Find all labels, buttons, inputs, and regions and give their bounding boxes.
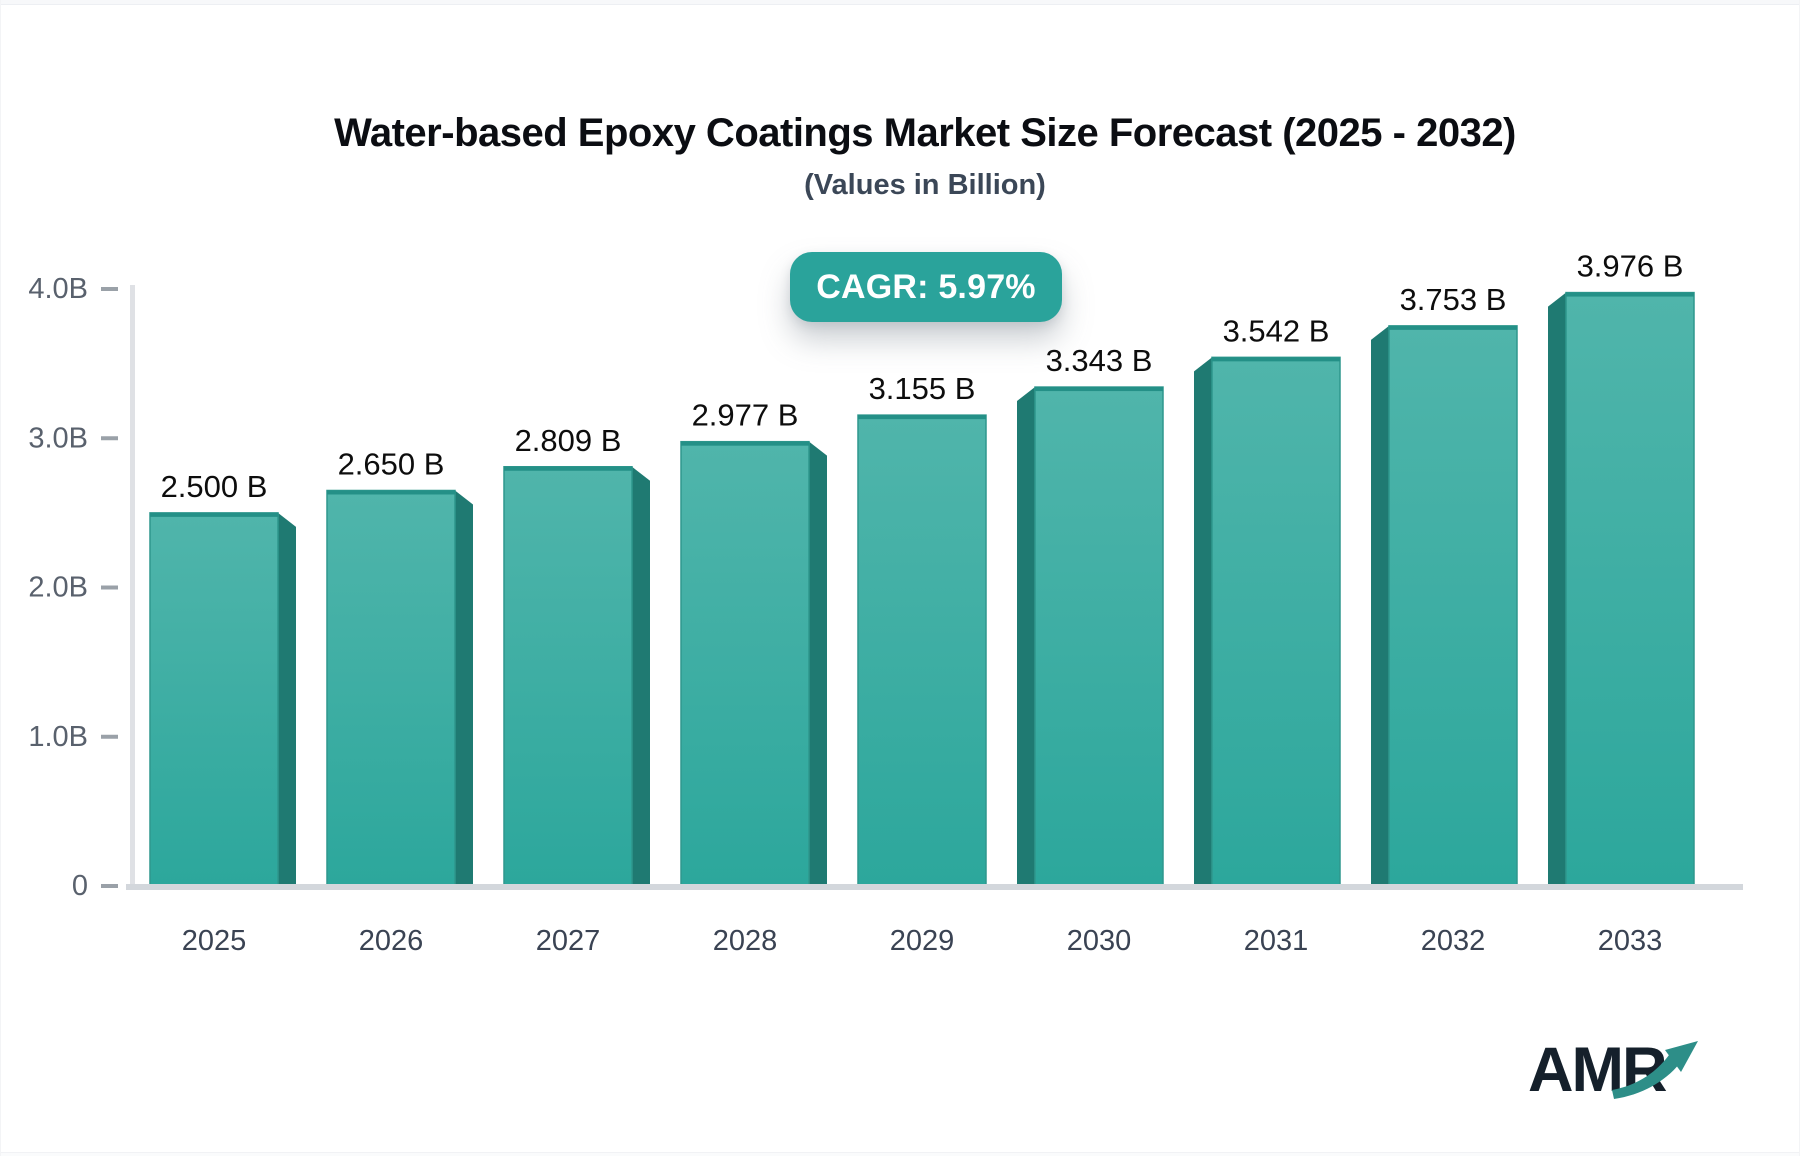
x-axis-baseline xyxy=(126,884,1743,890)
amr-logo-text: AMR xyxy=(1528,1035,1667,1105)
bar-group-2026: 2.650 B 2026 xyxy=(326,446,473,957)
bar-value-label: 3.753 B xyxy=(1400,282,1507,317)
bar-value-label: 2.977 B xyxy=(692,398,799,433)
bar-group-2029: 3.155 B 2029 xyxy=(857,371,987,957)
bar-side-3d xyxy=(632,466,650,886)
y-axis-tick-label: 1.0B xyxy=(28,721,88,753)
y-axis-tick-label: 2.0B xyxy=(28,572,88,604)
amr-logo: AMR xyxy=(1528,1035,1698,1105)
bar-top-edge xyxy=(1035,387,1163,392)
bar-group-2028: 2.977 B 2028 xyxy=(680,398,827,957)
bar-value-label: 3.343 B xyxy=(1046,343,1153,378)
y-axis-tick-label: 0 xyxy=(72,870,88,902)
chart-header: Water-based Epoxy Coatings Market Size F… xyxy=(110,110,1740,202)
bar-top-edge xyxy=(681,441,809,446)
y-axis-tick-label: 4.0B xyxy=(28,273,88,305)
bar-face xyxy=(857,414,987,887)
y-axis-tick xyxy=(101,436,118,441)
chart-title: Water-based Epoxy Coatings Market Size F… xyxy=(334,111,1516,155)
bar-side-3d xyxy=(809,441,827,886)
bar-face xyxy=(1034,386,1164,887)
bar-side-3d xyxy=(1371,325,1389,886)
bar-group-2027: 2.809 B 2027 xyxy=(503,423,650,957)
y-axis-tick xyxy=(101,734,118,739)
bar-face xyxy=(326,489,456,887)
bar-group-2031: 3.542 B 2031 xyxy=(1194,313,1341,957)
bar-group-2030: 3.343 B 2030 xyxy=(1017,343,1164,957)
y-axis-tick-label: 3.0B xyxy=(28,422,88,454)
bar-value-label: 3.155 B xyxy=(869,371,976,406)
x-axis-tick-label: 2025 xyxy=(182,925,247,957)
growth-arrow-head-icon xyxy=(1665,1041,1698,1072)
bar-value-label: 2.650 B xyxy=(338,446,445,481)
bar-top-edge xyxy=(150,512,278,517)
x-axis-tick-label: 2030 xyxy=(1067,925,1132,957)
bar-face xyxy=(1565,291,1695,887)
bar-side-3d xyxy=(1194,357,1212,886)
bar-top-edge xyxy=(1566,292,1694,297)
bar-group-2032: 3.753 B 2032 xyxy=(1371,282,1518,957)
bar-top-edge xyxy=(858,415,986,420)
x-axis-tick-label: 2026 xyxy=(359,925,424,957)
bar-face xyxy=(149,512,279,887)
screenshot-top-border xyxy=(0,0,1800,5)
screenshot-left-border xyxy=(0,0,1,1156)
bar-value-label: 2.809 B xyxy=(515,423,622,458)
bar-value-label: 3.976 B xyxy=(1577,249,1684,284)
bar-top-edge xyxy=(1212,357,1340,362)
bar-face xyxy=(1388,325,1518,887)
x-axis-tick-label: 2027 xyxy=(536,925,601,957)
bar-top-edge xyxy=(504,466,632,471)
x-axis-tick-label: 2031 xyxy=(1244,925,1309,957)
y-axis-tick xyxy=(101,884,118,888)
x-axis-tick-label: 2032 xyxy=(1421,925,1486,957)
y-axis-tick xyxy=(101,585,118,590)
bar-side-3d xyxy=(1548,292,1566,886)
growth-arrow-icon xyxy=(1612,1055,1680,1099)
x-axis-tick-label: 2029 xyxy=(890,925,955,957)
bar-face xyxy=(1211,356,1341,887)
screenshot-bottom-border xyxy=(0,1152,1800,1156)
chart-subtitle: (Values in Billion) xyxy=(804,169,1046,201)
cagr-badge: CAGR: 5.97% xyxy=(790,252,1062,322)
bar-group-2025: 2.500 B 2025 xyxy=(149,469,296,957)
bar-face xyxy=(680,440,810,887)
bar-value-label: 2.500 B xyxy=(161,469,268,504)
bar-top-edge xyxy=(327,490,455,495)
bar-face xyxy=(503,466,633,887)
bar-side-3d xyxy=(278,512,296,886)
bar-group-2033: 3.976 B 2033 xyxy=(1548,249,1695,957)
bar-top-edge xyxy=(1389,325,1517,330)
bar-side-3d xyxy=(1017,387,1035,886)
y-axis-tick xyxy=(101,287,118,291)
bar-side-3d xyxy=(455,490,473,886)
x-axis-tick-label: 2028 xyxy=(713,925,778,957)
bar-value-label: 3.542 B xyxy=(1223,313,1330,348)
y-axis-line xyxy=(130,285,135,890)
cagr-badge-label: CAGR: 5.97% xyxy=(816,267,1036,306)
x-axis-tick-label: 2033 xyxy=(1598,925,1663,957)
